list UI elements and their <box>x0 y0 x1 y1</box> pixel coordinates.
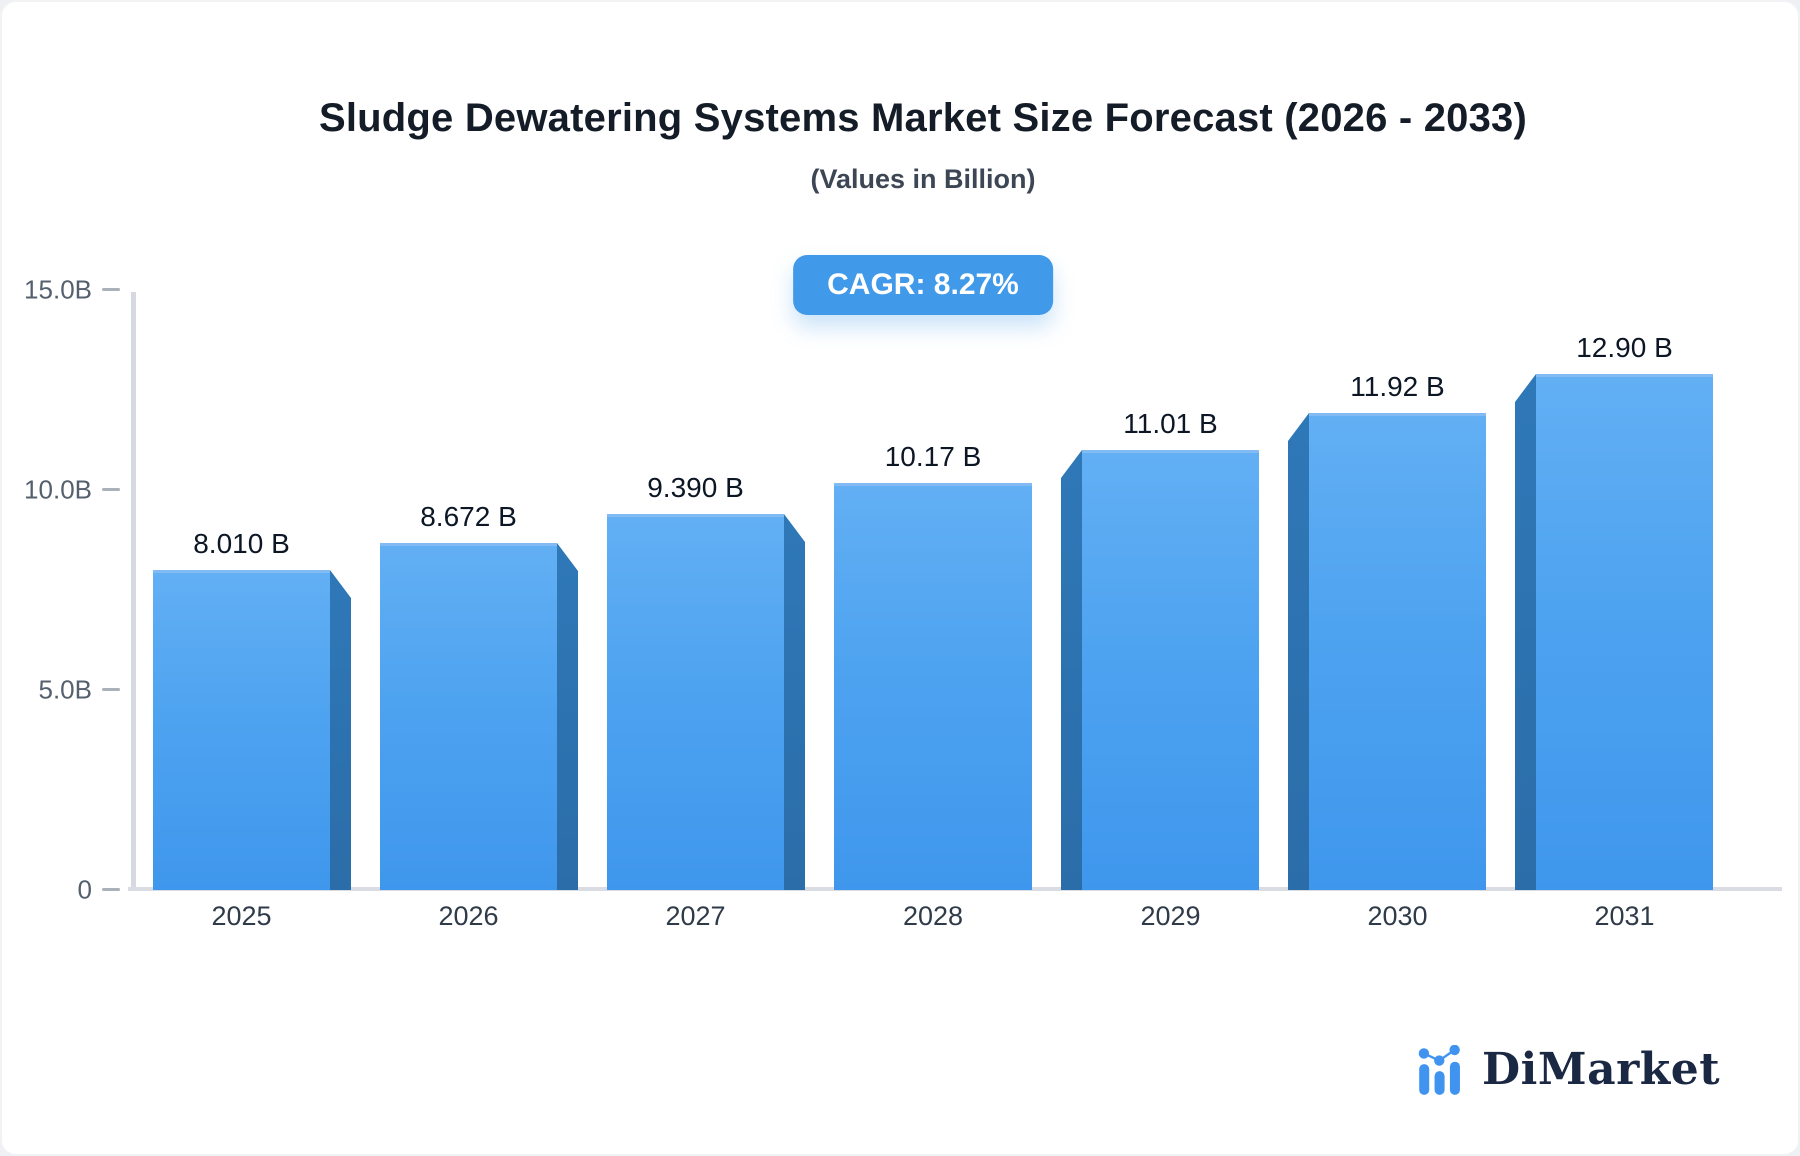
x-axis-label-2029: 2029 <box>1140 901 1201 931</box>
y-tick-label: 5.0B <box>38 674 93 705</box>
bar-front-face <box>153 570 330 890</box>
bar-front-face <box>1536 374 1713 890</box>
y-tick-label: 0 <box>77 874 92 905</box>
bar-side-face <box>784 514 805 890</box>
x-axis-label-2031: 2031 <box>1594 901 1655 931</box>
x-axis-label-2025: 2025 <box>211 901 272 931</box>
y-tick-mark <box>102 688 120 691</box>
x-axis-label-2027: 2027 <box>665 901 726 931</box>
bar-value-label: 12.90 B <box>1576 332 1673 363</box>
bar-value-label: 8.010 B <box>193 528 290 559</box>
bar-2030 <box>1288 413 1486 890</box>
bar-front-face <box>1082 450 1259 890</box>
y-tick-mark <box>102 888 120 891</box>
bar-side-face <box>557 543 578 890</box>
x-axis-label-2026: 2026 <box>438 901 499 931</box>
bar-front-face <box>607 514 784 890</box>
bar-side-face <box>330 570 351 890</box>
bar-front-face <box>834 483 1032 890</box>
bar-2031 <box>1515 374 1713 890</box>
bar-value-label: 11.01 B <box>1123 408 1218 439</box>
y-tick-mark <box>102 288 120 291</box>
chart-subtitle: (Values in Billion) <box>810 164 1036 194</box>
bar-value-label: 8.672 B <box>420 501 517 532</box>
bar-value-label: 11.92 B <box>1350 371 1445 402</box>
y-tick-mark <box>102 488 120 491</box>
brand-logo: DiMarket <box>1418 1044 1720 1095</box>
bar-2028 <box>834 483 1032 890</box>
y-axis-line <box>131 292 136 890</box>
bar-side-face <box>1515 374 1536 890</box>
bar-2026 <box>380 543 578 890</box>
bar-front-face <box>380 543 557 890</box>
bar-chart-logo-icon <box>1418 1044 1470 1095</box>
bar-2025 <box>153 570 351 890</box>
x-axis-label-2028: 2028 <box>902 901 964 931</box>
bar-front-face <box>1309 413 1486 890</box>
bar-value-label: 9.390 B <box>647 472 744 503</box>
cagr-badge: CAGR: 8.27% <box>793 255 1053 315</box>
y-tick-label: 10.0B <box>24 474 92 505</box>
chart-title: Sludge Dewatering Systems Market Size Fo… <box>318 96 1528 140</box>
bar-2029 <box>1061 450 1259 890</box>
bar-side-face <box>1288 413 1309 890</box>
y-tick-label: 15.0B <box>24 274 92 305</box>
brand-name: DiMarket <box>1482 1044 1721 1095</box>
bar-side-face <box>1061 450 1082 890</box>
bar-value-label: 10.17 B <box>884 441 982 472</box>
x-axis-label-2030: 2030 <box>1367 901 1428 931</box>
bar-2027 <box>607 514 805 890</box>
